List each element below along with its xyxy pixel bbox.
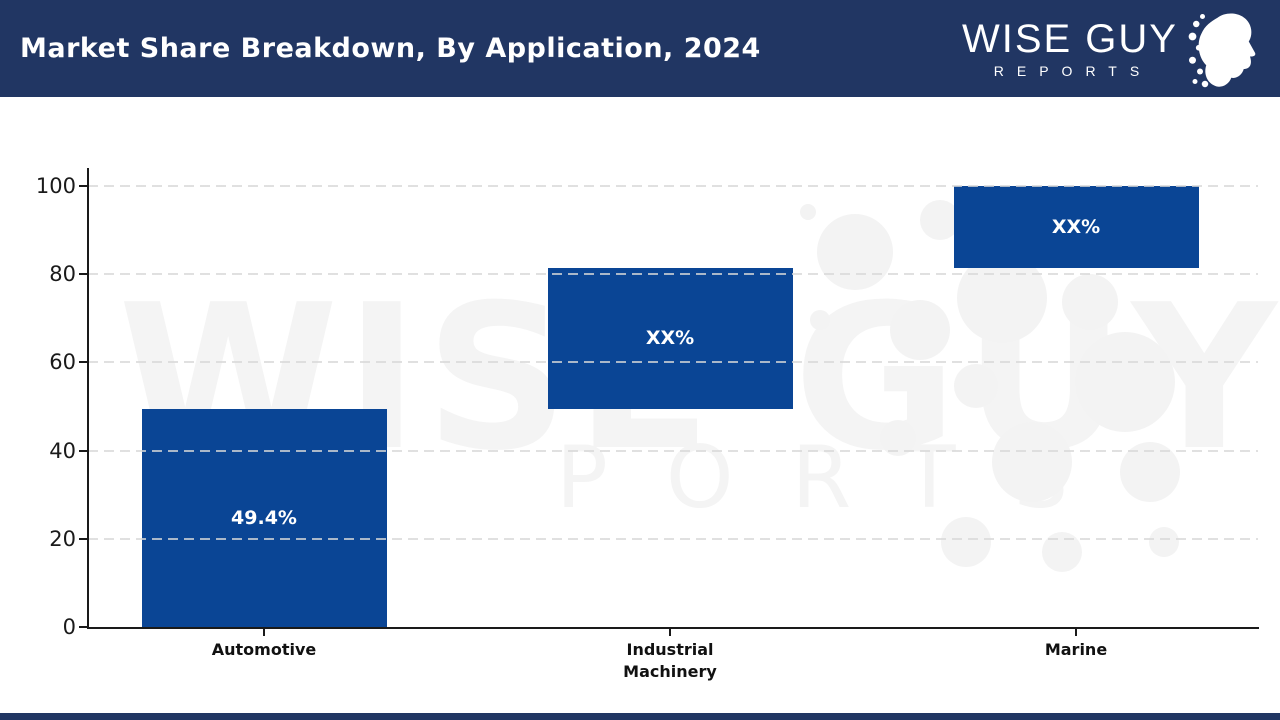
brand-logo: WISE GUY REPORTS <box>962 8 1264 90</box>
watermark-text-secondary: PORTS <box>556 428 1127 528</box>
category-label: Industrial Machinery <box>623 640 717 681</box>
x-axis-tick-mark <box>669 629 671 636</box>
page-title: Market Share Breakdown, By Application, … <box>20 33 761 64</box>
footer-bar <box>0 713 1280 720</box>
watermark-dotted-head <box>800 200 1180 572</box>
gridline <box>88 537 1258 540</box>
bar: XX% <box>953 186 1199 268</box>
x-axis-line <box>87 627 1259 629</box>
y-axis-tick-mark <box>79 361 87 364</box>
y-axis-tick-mark <box>79 449 87 452</box>
category-label: Automotive <box>211 640 317 659</box>
y-axis-tick-label: 80 <box>49 262 76 287</box>
y-axis-line <box>87 168 89 629</box>
y-axis-tick-label: 40 <box>49 438 76 463</box>
y-axis-tick-label: 60 <box>49 350 76 375</box>
bar-value-label: XX% <box>1051 215 1101 238</box>
y-axis-tick-label: 20 <box>49 526 76 551</box>
brand-name: WISE GUY <box>961 17 1178 61</box>
brand-logo-text: WISE GUY REPORTS <box>962 18 1178 80</box>
bar-value-label: 49.4% <box>231 507 297 530</box>
header-bar: Market Share Breakdown, By Application, … <box>0 0 1280 97</box>
bar: 49.4% <box>141 409 387 627</box>
y-axis-tick-mark <box>79 626 87 628</box>
bar-value-label: XX% <box>645 327 695 350</box>
category-label: Marine <box>1044 640 1108 659</box>
brand-subtitle: REPORTS <box>993 63 1153 79</box>
x-axis-tick-mark <box>263 629 265 636</box>
gridline <box>88 185 1258 187</box>
gridline <box>88 273 1258 276</box>
y-axis-tick-label: 100 <box>35 174 76 198</box>
y-axis-tick-mark <box>79 185 87 187</box>
y-axis-tick-mark <box>79 273 87 276</box>
dotted-head-icon <box>1188 13 1256 88</box>
bar: XX% <box>547 267 793 410</box>
x-axis-tick-mark <box>1075 629 1077 636</box>
y-axis-tick-label: 0 <box>62 615 76 639</box>
gridline <box>88 449 1258 452</box>
y-axis-tick-mark <box>79 537 87 540</box>
gridline <box>88 361 1258 364</box>
